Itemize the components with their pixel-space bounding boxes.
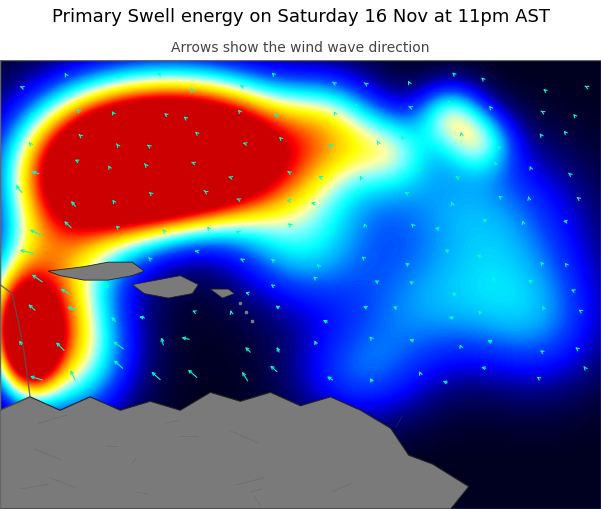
Polygon shape bbox=[0, 392, 469, 509]
Polygon shape bbox=[48, 263, 144, 280]
Text: Arrows show the wind wave direction: Arrows show the wind wave direction bbox=[171, 41, 430, 54]
Polygon shape bbox=[132, 276, 198, 298]
Text: Primary Swell energy on Saturday 16 Nov at 11pm AST: Primary Swell energy on Saturday 16 Nov … bbox=[52, 8, 549, 26]
Polygon shape bbox=[210, 290, 234, 298]
